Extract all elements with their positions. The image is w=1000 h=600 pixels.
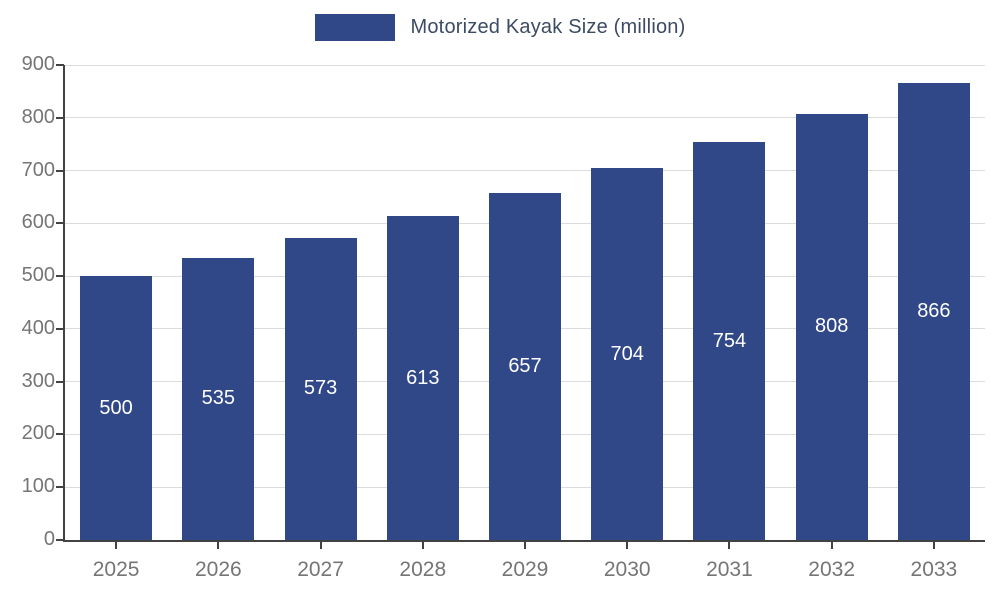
y-tick-label: 500 [21,264,55,287]
x-tick-label: 2032 [808,558,856,581]
y-axis-tick [56,433,64,436]
x-axis-tick [626,542,629,549]
x-tick-label: 2033 [910,558,958,581]
x-tick-label: 2030 [603,558,651,581]
bar: 866 [897,82,970,540]
x-tick-label: 2025 [92,558,140,581]
x-tick-label: 2031 [706,558,753,581]
bar-value-label: 500 [99,396,133,419]
bar-value-label: 613 [406,366,440,389]
x-axis-tick [319,542,322,549]
y-tick-label: 200 [21,422,55,445]
y-tick-label: 700 [21,158,55,181]
bar: 754 [693,142,766,540]
y-tick-label: 600 [21,211,55,234]
bar: 613 [386,216,459,540]
gridline [65,170,985,172]
plot-area: 500 535 573 613 657 704 754 808 866 [65,64,985,540]
y-tick-label: 100 [21,475,55,498]
bar-value-label: 808 [814,315,849,338]
y-axis-tick [56,327,64,330]
bar-value-label: 535 [201,387,236,410]
x-axis-tick [830,542,833,549]
bar-value-label: 754 [712,329,747,352]
bar: 500 [80,276,153,540]
x-tick-label: 2029 [501,558,549,581]
x-axis-tick [932,542,935,549]
legend-label: Motorized Kayak Size (million) [410,16,686,38]
bar: 573 [284,237,357,540]
y-tick-label: 0 [43,528,55,550]
x-axis-tick [524,542,526,549]
x-axis-tick [421,542,424,549]
x-tick-label: 2028 [399,558,447,581]
bar-value-label: 657 [508,355,542,378]
bar: 704 [591,168,664,540]
y-axis-line [63,65,65,542]
y-tick-label: 400 [21,316,55,339]
y-axis-tick [56,380,64,383]
bar: 657 [489,193,561,540]
y-axis-tick [56,486,64,489]
y-axis-tick [56,116,64,119]
legend-swatch [314,14,395,41]
chart-legend: Motorized Kayak Size (million) [0,14,1000,41]
gridline [65,64,985,66]
y-axis-tick [56,222,64,225]
y-tick-label: 900 [21,53,55,75]
y-tick-label: 300 [21,369,55,392]
y-axis-tick [56,275,64,278]
y-axis-tick [56,64,64,66]
bar-value-label: 866 [917,299,951,322]
bar-value-label: 704 [610,342,644,365]
x-axis-line [63,540,985,542]
x-axis-tick [728,542,731,549]
bar-value-label: 573 [303,377,338,400]
x-tick-label: 2027 [297,558,344,581]
y-tick-label: 800 [21,105,55,128]
bar: 808 [795,113,868,540]
y-axis-tick [56,169,64,172]
y-axis-tick [56,539,64,541]
gridline [65,117,985,119]
x-axis-tick [115,542,118,549]
bar: 535 [182,257,255,540]
x-axis-tick [217,542,220,549]
x-tick-label: 2026 [194,558,242,581]
